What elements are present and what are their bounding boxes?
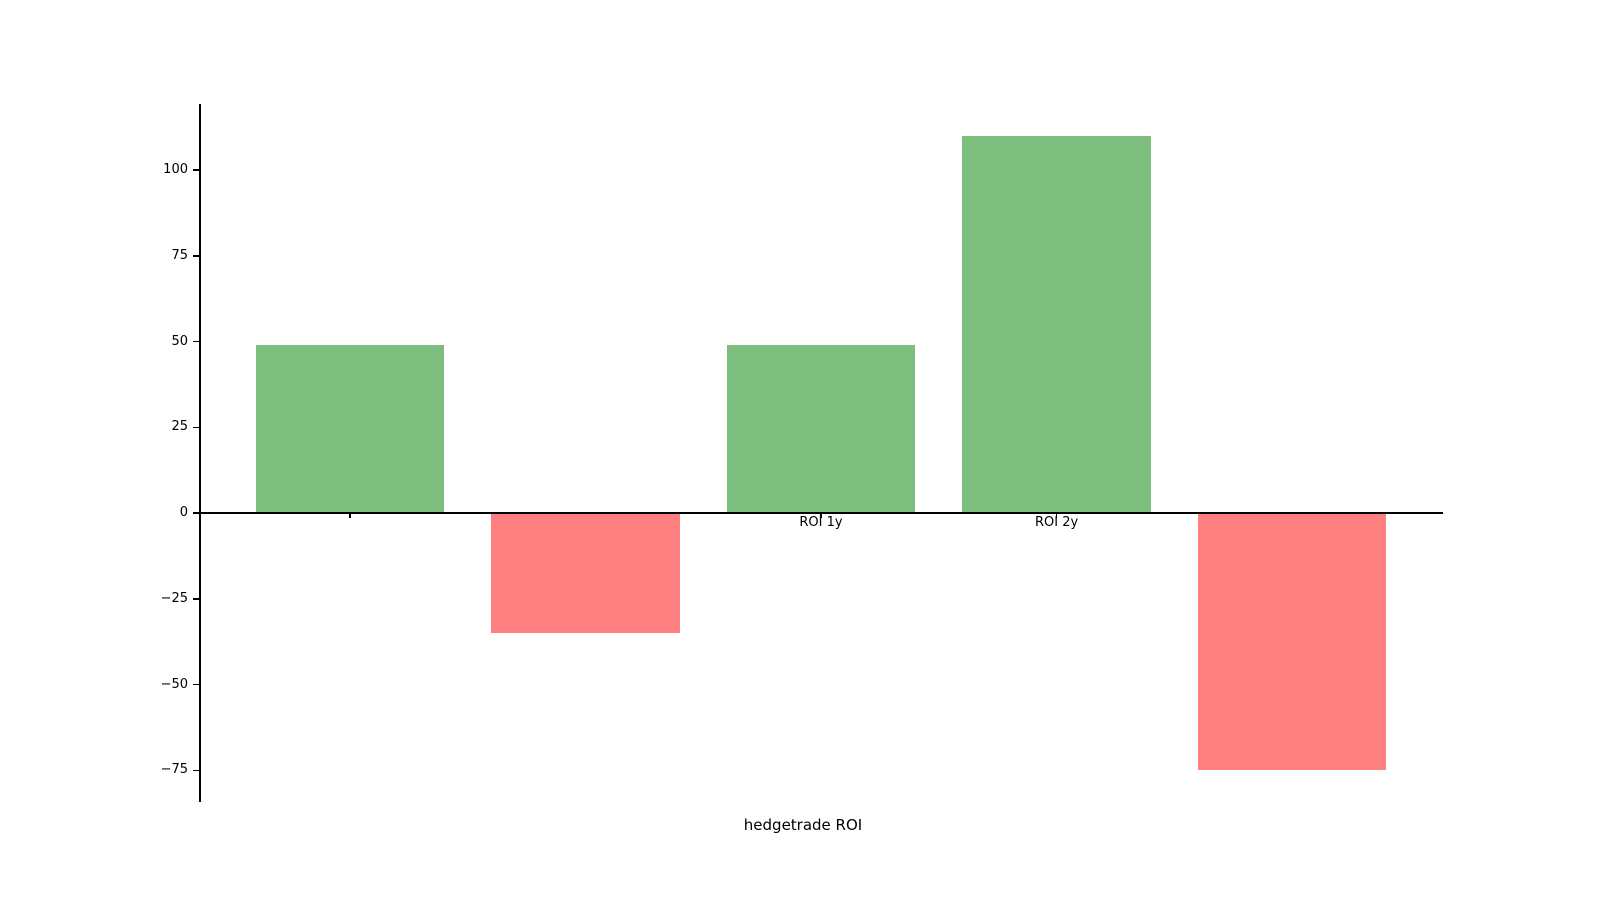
x-tick-mark [349, 513, 351, 519]
y-tick-label: 25 [171, 419, 188, 435]
y-tick-label: −25 [160, 590, 188, 606]
y-tick-label: 50 [171, 333, 188, 349]
x-tick-label: ROI 2y [1034, 515, 1079, 531]
y-tick-mark [192, 683, 199, 686]
y-tick-mark [192, 598, 199, 600]
y-tick-mark [192, 169, 199, 171]
bar [1197, 513, 1387, 771]
bar [491, 513, 680, 634]
y-axis-spine [199, 104, 201, 802]
x-tick-mark [820, 513, 822, 519]
y-tick-label: 100 [163, 162, 188, 178]
y-tick-label: 75 [171, 247, 188, 263]
y-tick-label: −50 [160, 676, 188, 692]
x-tick-mark [1055, 513, 1058, 519]
y-tick-mark [192, 769, 199, 772]
y-tick-mark [192, 255, 199, 257]
bar [726, 344, 916, 514]
y-tick-mark [192, 340, 199, 343]
chart-title: hedgetrade ROI [743, 816, 863, 834]
bar [255, 344, 445, 514]
y-tick-label: 0 [179, 505, 188, 521]
y-tick-mark [192, 426, 199, 429]
y-tick-label: −75 [160, 762, 188, 778]
bar [962, 135, 1151, 514]
x-tick-label: ROI 1y [799, 515, 843, 531]
y-tick-mark [192, 512, 199, 514]
